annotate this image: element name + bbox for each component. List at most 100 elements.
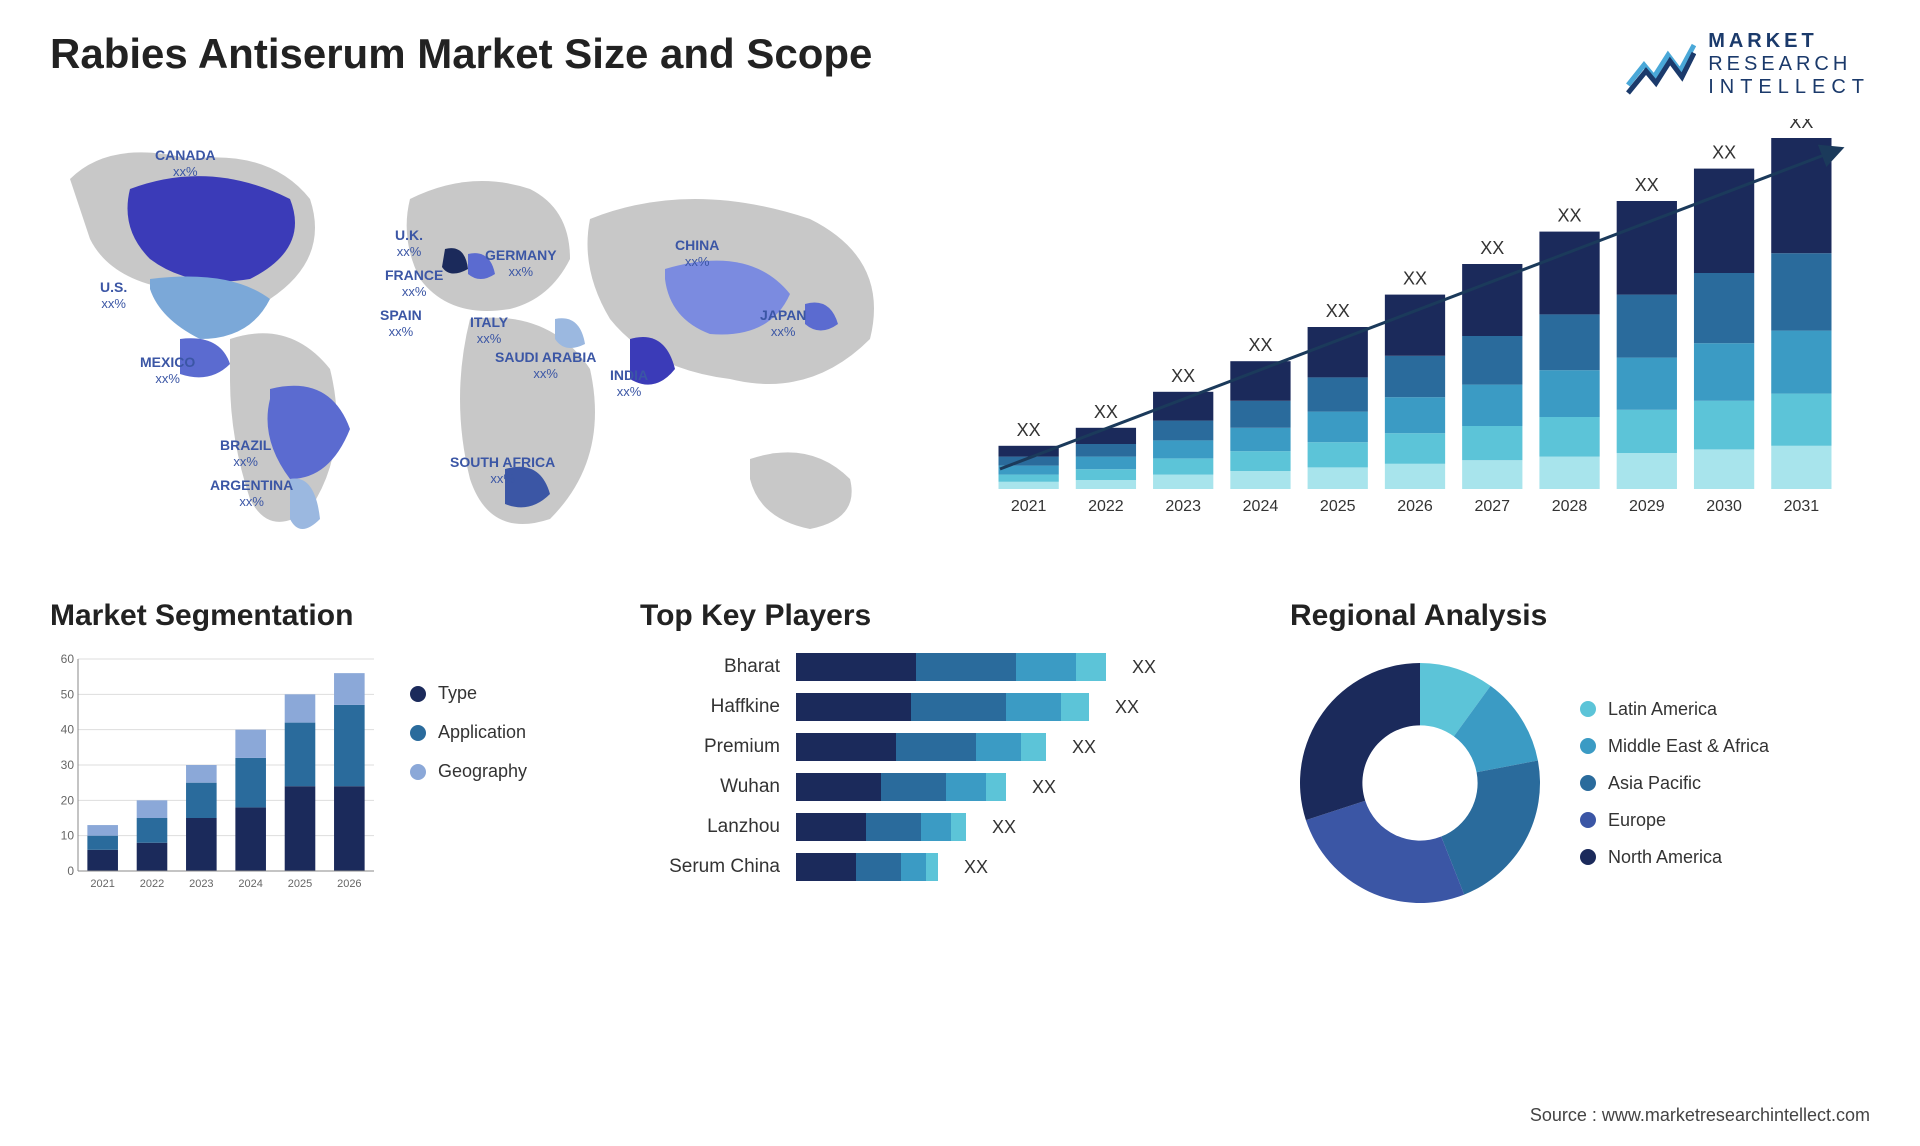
svg-text:XX: XX — [1171, 366, 1195, 386]
seg-legend-geography: Geography — [410, 761, 527, 782]
player-name: Serum China — [650, 856, 780, 878]
svg-text:XX: XX — [1403, 269, 1427, 289]
svg-text:2022: 2022 — [1088, 498, 1124, 515]
player-value: XX — [1115, 697, 1139, 718]
player-row-premium: Premium XX — [650, 733, 1240, 761]
regional-donut-chart — [1290, 653, 1550, 913]
segmentation-legend: Type Application Geography — [410, 653, 527, 913]
segmentation-title: Market Segmentation — [50, 599, 590, 633]
region-legend-north-america: North America — [1580, 847, 1769, 868]
svg-text:60: 60 — [61, 653, 75, 666]
regional-legend: Latin America Middle East & Africa Asia Pa… — [1580, 699, 1769, 868]
region-legend-latin-america: Latin America — [1580, 699, 1769, 720]
svg-text:2029: 2029 — [1629, 498, 1665, 515]
svg-text:2031: 2031 — [1784, 498, 1820, 515]
map-label-argentina: ARGENTINAxx% — [210, 477, 293, 509]
map-label-japan: JAPANxx% — [760, 307, 806, 339]
map-label-canada: CANADAxx% — [155, 147, 216, 179]
source-attribution: Source : www.marketresearchintellect.com — [1530, 1105, 1870, 1126]
player-name: Bharat — [650, 656, 780, 678]
page-title: Rabies Antiserum Market Size and Scope — [50, 30, 872, 78]
seg-legend-type: Type — [410, 683, 527, 704]
player-name: Wuhan — [650, 776, 780, 798]
player-value: XX — [964, 857, 988, 878]
regional-title: Regional Analysis — [1290, 599, 1870, 633]
map-label-us: U.S.xx% — [100, 279, 127, 311]
svg-text:10: 10 — [61, 829, 75, 843]
svg-text:30: 30 — [61, 758, 75, 772]
svg-text:2023: 2023 — [189, 878, 213, 890]
svg-text:2024: 2024 — [1243, 498, 1279, 515]
map-label-germany: GERMANYxx% — [485, 247, 557, 279]
players-section: Top Key Players BharatXXHaffkineXXPremiu… — [640, 599, 1240, 913]
svg-text:2023: 2023 — [1165, 498, 1201, 515]
svg-text:XX: XX — [1480, 238, 1504, 258]
svg-text:40: 40 — [61, 723, 75, 737]
svg-text:2026: 2026 — [1397, 498, 1433, 515]
map-label-india: INDIAxx% — [610, 367, 648, 399]
player-name: Premium — [650, 736, 780, 758]
logo-line3: INTELLECT — [1708, 76, 1870, 99]
player-row-haffkine: Haffkine XX — [650, 693, 1240, 721]
map-label-brazil: BRAZILxx% — [220, 437, 271, 469]
map-label-italy: ITALYxx% — [470, 314, 508, 346]
region-legend-middle-east-africa: Middle East & Africa — [1580, 736, 1769, 757]
player-value: XX — [1132, 657, 1156, 678]
svg-text:2024: 2024 — [238, 878, 262, 890]
player-bar — [796, 853, 938, 881]
seg-legend-application: Application — [410, 722, 527, 743]
svg-text:0: 0 — [67, 864, 74, 878]
logo-icon — [1626, 35, 1696, 95]
player-value: XX — [1032, 777, 1056, 798]
svg-text:2027: 2027 — [1474, 498, 1510, 515]
players-bar-chart: BharatXXHaffkineXXPremiumXXWuhanXXLanzho… — [640, 653, 1240, 881]
player-bar — [796, 813, 966, 841]
player-value: XX — [992, 817, 1016, 838]
player-bar — [796, 693, 1089, 721]
player-row-wuhan: Wuhan XX — [650, 773, 1240, 801]
growth-chart-panel: XX 2021 XX 2022 XX 2023 XX 2024 XX 2025 XX 2026 XX 20… — [970, 119, 1870, 559]
svg-text:XX: XX — [1326, 301, 1350, 321]
player-bar — [796, 773, 1006, 801]
player-value: XX — [1072, 737, 1096, 758]
player-row-lanzhou: Lanzhou XX — [650, 813, 1240, 841]
players-title: Top Key Players — [640, 599, 1240, 633]
svg-text:2025: 2025 — [1320, 498, 1356, 515]
map-label-china: CHINAxx% — [675, 237, 719, 269]
svg-text:XX: XX — [1712, 143, 1736, 163]
player-row-bharat: Bharat XX — [650, 653, 1240, 681]
svg-text:XX: XX — [1017, 420, 1041, 440]
player-name: Haffkine — [650, 696, 780, 718]
svg-text:50: 50 — [61, 687, 75, 701]
svg-text:XX: XX — [1094, 402, 1118, 422]
svg-text:20: 20 — [61, 793, 75, 807]
svg-text:2028: 2028 — [1552, 498, 1588, 515]
map-label-saudiarabia: SAUDI ARABIAxx% — [495, 349, 596, 381]
segmentation-bar-chart: 0 10 20 30 40 50 60 2021 2022 2023 2024 2025 2026 — [50, 653, 380, 893]
svg-text:2022: 2022 — [140, 878, 164, 890]
logo-line1: MARKET — [1708, 30, 1870, 53]
regional-section: Regional Analysis Latin America Middle Ea… — [1290, 599, 1870, 913]
svg-text:2021: 2021 — [1011, 498, 1047, 515]
svg-text:2021: 2021 — [90, 878, 114, 890]
map-label-southafrica: SOUTH AFRICAxx% — [450, 454, 555, 486]
svg-text:XX: XX — [1248, 335, 1272, 355]
growth-bar-chart: XX 2021 XX 2022 XX 2023 XX 2024 XX 2025 XX 2026 XX 20… — [970, 119, 1850, 519]
player-name: Lanzhou — [650, 816, 780, 838]
player-bar — [796, 653, 1106, 681]
svg-text:XX: XX — [1558, 206, 1582, 226]
svg-text:XX: XX — [1789, 119, 1813, 132]
map-label-france: FRANCExx% — [385, 267, 443, 299]
player-row-serum-china: Serum China XX — [650, 853, 1240, 881]
world-map-panel: CANADAxx%U.S.xx%MEXICOxx%BRAZILxx%ARGENT… — [50, 119, 930, 559]
svg-text:2025: 2025 — [288, 878, 312, 890]
player-bar — [796, 733, 1046, 761]
svg-text:2030: 2030 — [1706, 498, 1742, 515]
brand-logo: MARKET RESEARCH INTELLECT — [1626, 30, 1870, 99]
logo-line2: RESEARCH — [1708, 53, 1870, 76]
region-legend-europe: Europe — [1580, 810, 1769, 831]
map-label-spain: SPAINxx% — [380, 307, 422, 339]
region-legend-asia-pacific: Asia Pacific — [1580, 773, 1769, 794]
svg-text:XX: XX — [1635, 175, 1659, 195]
svg-text:2026: 2026 — [337, 878, 361, 890]
